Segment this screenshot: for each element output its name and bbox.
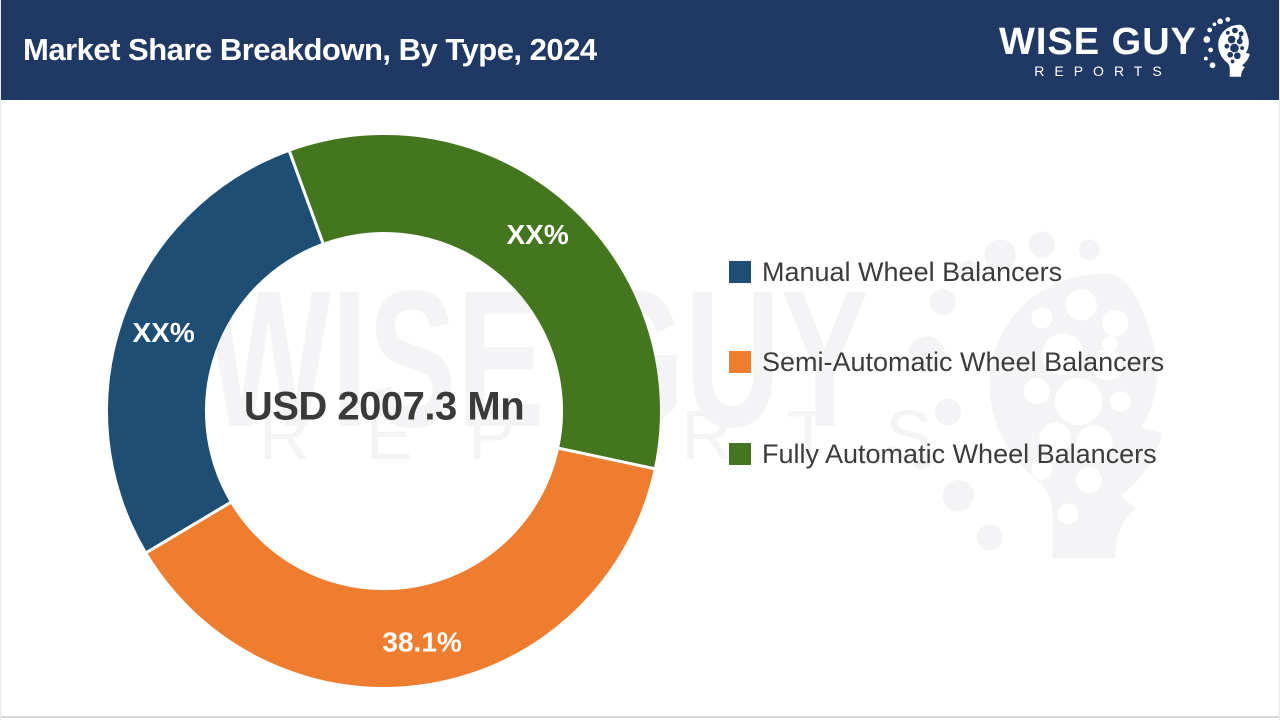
donut-segment-2 [107,151,323,553]
segment-gap [287,149,325,246]
legend-label: Semi-Automatic Wheel Balancers [762,347,1165,377]
header-bar: Market Share Breakdown, By Type, 2024 WI… [1,0,1279,100]
bottom-divider-line [1,716,1279,718]
logo-name-text: WISE GUY [998,20,1197,63]
segment-percentage-label: XX% [132,317,194,348]
legend-item-manual: Manual Wheel Balancers [729,254,1062,290]
segment-gap [556,446,657,471]
wise-guy-logo: WISE GUY REPORTS [999,8,1265,92]
logo-sub-text: REPORTS [1034,62,1172,79]
legend-label: Manual Wheel Balancers [762,257,1063,287]
legend-swatch-blue [729,261,751,283]
legend-swatch-orange [729,351,751,373]
donut-segment-1 [146,448,654,687]
legend-item-fully-automatic: Fully Automatic Wheel Balancers [729,436,1157,472]
legend-swatch-green [729,443,751,465]
legend-label: Fully Automatic Wheel Balancers [762,439,1157,469]
logo-face-icon [1203,17,1250,77]
page-title: Market Share Breakdown, By Type, 2024 [23,32,597,67]
watermark-face-graphic [908,231,1163,559]
legend-item-semi-automatic: Semi-Automatic Wheel Balancers [729,344,1164,380]
segment-percentage-label: XX% [506,219,568,250]
segment-gap [144,500,233,555]
donut-segment-0 [289,134,660,469]
segment-percentage-label: 38.1% [382,626,461,657]
chart-center-value: USD 2007.3 Mn [243,384,525,429]
